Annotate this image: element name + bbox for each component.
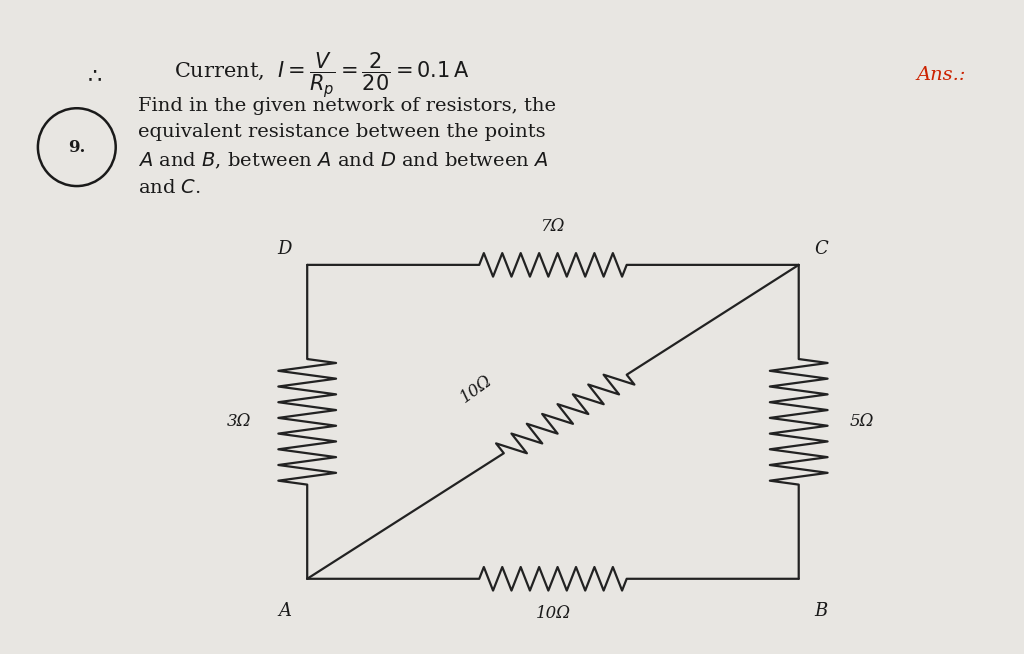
Text: B: B (814, 602, 827, 620)
Text: 10Ω: 10Ω (536, 605, 570, 622)
Text: 5Ω: 5Ω (850, 413, 874, 430)
Text: Ans.:: Ans.: (916, 66, 966, 84)
Text: 9.: 9. (69, 139, 85, 156)
Text: 10Ω: 10Ω (457, 371, 496, 406)
Text: Find in the given network of resistors, the
equivalent resistance between the po: Find in the given network of resistors, … (138, 97, 556, 198)
Text: A: A (279, 602, 292, 620)
Text: D: D (278, 240, 292, 258)
Text: C: C (814, 240, 827, 258)
Text: $\therefore$: $\therefore$ (83, 64, 101, 86)
Text: Current,  $I = \dfrac{V}{R_p} = \dfrac{2}{20} = 0.1\,\mathrm{A}$: Current, $I = \dfrac{V}{R_p} = \dfrac{2}… (174, 50, 469, 100)
Text: 7Ω: 7Ω (541, 218, 565, 235)
Text: 3Ω: 3Ω (226, 413, 251, 430)
